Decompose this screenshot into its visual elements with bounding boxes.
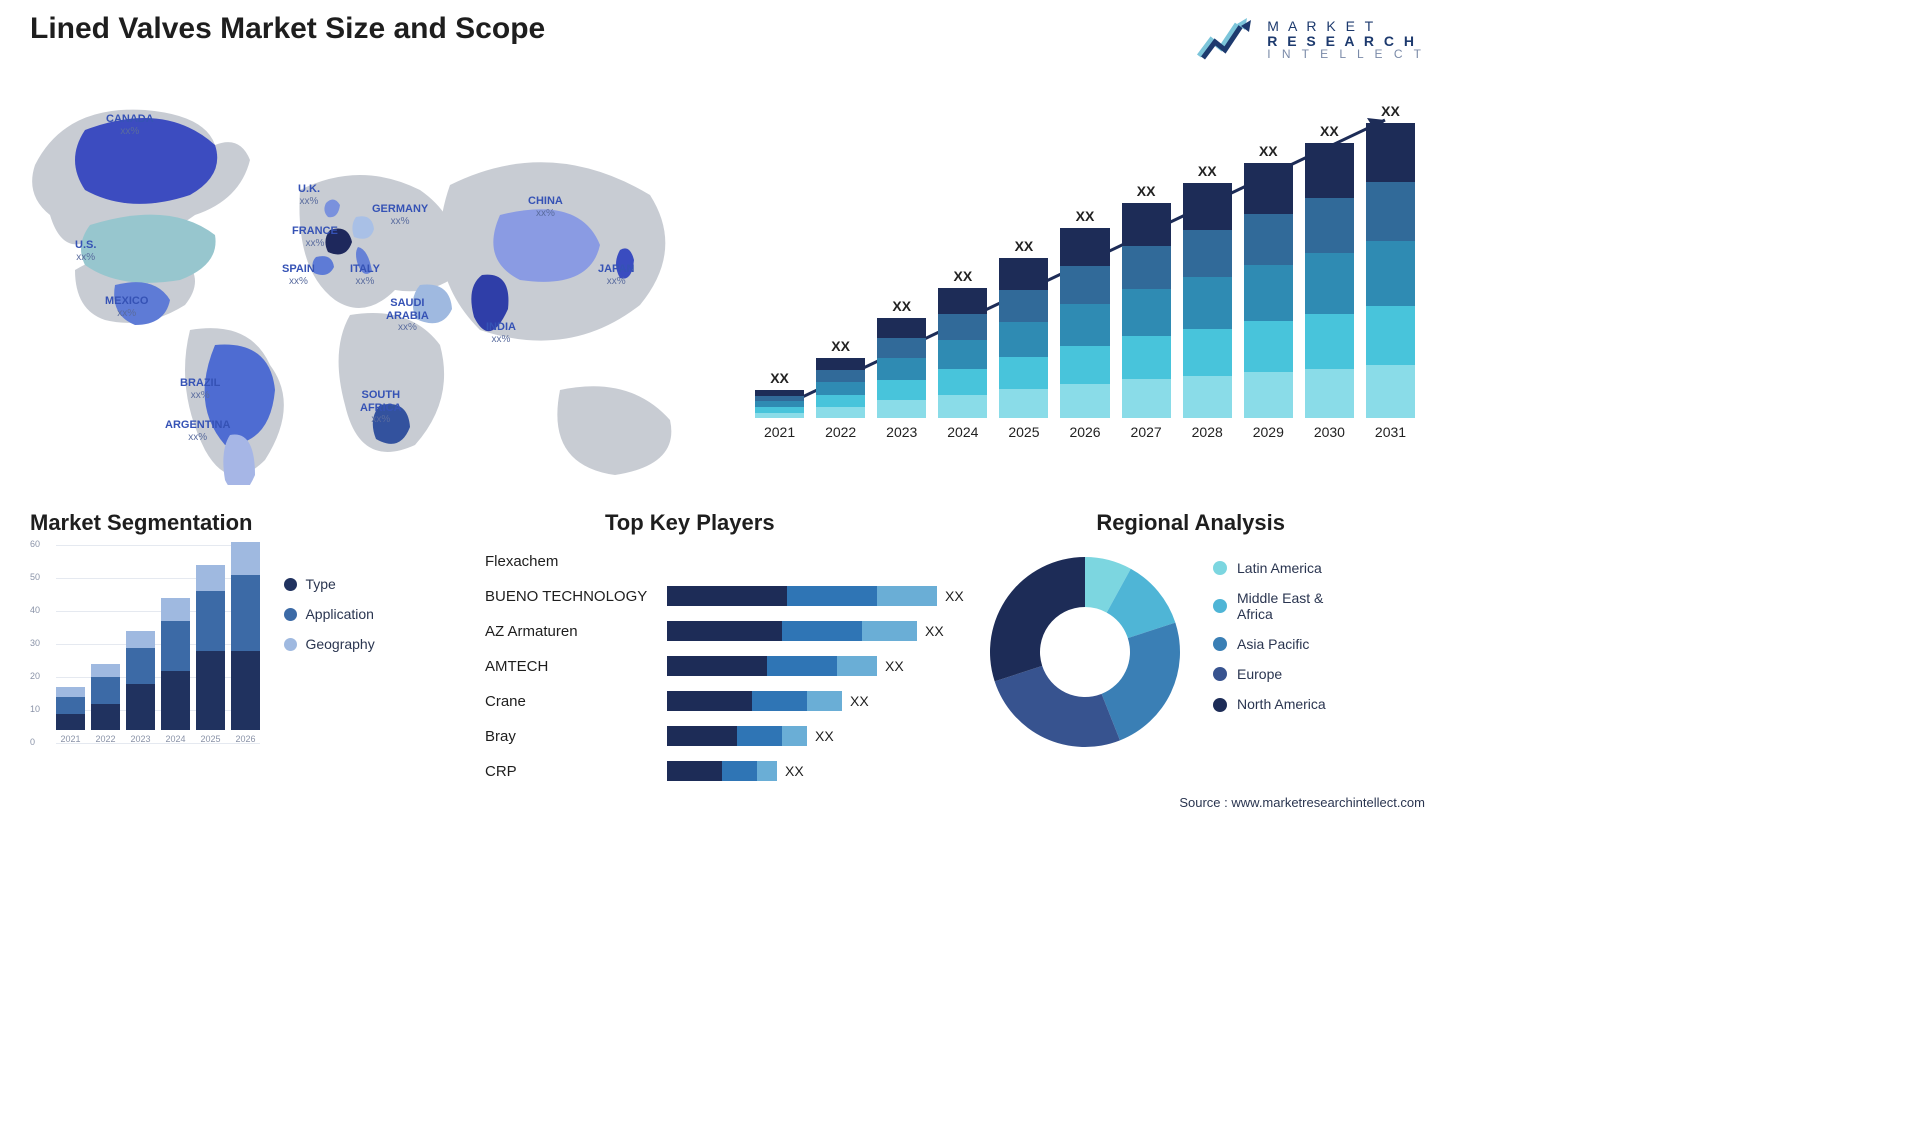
- seg-bar: 2021: [56, 687, 85, 744]
- player-row: AMTECH XX: [485, 651, 965, 681]
- player-value: XX: [850, 693, 869, 709]
- top-key-players-section: Top Key Players Flexachem BUENO TECHNOLOG…: [485, 510, 965, 791]
- seg-bar-year: 2024: [165, 734, 185, 744]
- big-bar-year: 2023: [886, 424, 917, 440]
- region-donut-chart: [985, 552, 1185, 757]
- seg-bar: 2025: [196, 565, 225, 744]
- player-value: XX: [885, 658, 904, 674]
- big-bar-value: XX: [1015, 238, 1034, 254]
- big-bar-year: 2029: [1253, 424, 1284, 440]
- donut-slice: [990, 557, 1085, 681]
- world-map-svg: [20, 75, 720, 485]
- big-bar-value: XX: [1320, 123, 1339, 139]
- big-bar: XX 2028: [1183, 163, 1232, 440]
- seg-bar-year: 2022: [95, 734, 115, 744]
- big-bar-year: 2025: [1008, 424, 1039, 440]
- big-bar: XX 2023: [877, 298, 926, 440]
- player-row: BUENO TECHNOLOGY XX: [485, 581, 965, 611]
- player-name: BUENO TECHNOLOGY: [485, 588, 655, 605]
- big-bar-year: 2024: [947, 424, 978, 440]
- player-value: XX: [785, 763, 804, 779]
- donut-slice: [995, 666, 1120, 747]
- big-bar: XX 2029: [1244, 143, 1293, 440]
- seg-bar-year: 2021: [60, 734, 80, 744]
- seg-legend-item: Type: [284, 576, 374, 592]
- segmentation-legend: Type Application Geography: [284, 576, 374, 666]
- seg-bar: 2026: [231, 542, 260, 744]
- big-bar-year: 2027: [1131, 424, 1162, 440]
- region-title: Regional Analysis: [1096, 510, 1285, 536]
- source-attribution: Source : www.marketresearchintellect.com: [1179, 795, 1425, 810]
- player-name: AMTECH: [485, 658, 655, 675]
- logo-mark-icon: [1197, 18, 1257, 62]
- big-bar: XX 2024: [938, 268, 987, 440]
- big-bar-value: XX: [1259, 143, 1278, 159]
- seg-bar-year: 2025: [200, 734, 220, 744]
- big-bar: XX 2026: [1060, 208, 1109, 440]
- big-bar-value: XX: [892, 298, 911, 314]
- seg-legend-item: Application: [284, 606, 374, 622]
- big-bar-value: XX: [1381, 103, 1400, 119]
- segmentation-title: Market Segmentation: [30, 510, 450, 536]
- big-bar: XX 2021: [755, 370, 804, 440]
- seg-bar: 2023: [126, 631, 155, 744]
- logo-line1: M A R K E T: [1267, 19, 1425, 34]
- players-title: Top Key Players: [605, 510, 965, 536]
- player-name: AZ Armaturen: [485, 623, 655, 640]
- player-row: AZ Armaturen XX: [485, 616, 965, 646]
- market-segmentation-section: Market Segmentation 0102030405060 202120…: [30, 510, 450, 766]
- big-bar: XX 2025: [999, 238, 1048, 440]
- big-bar-year: 2021: [764, 424, 795, 440]
- big-bar: XX 2022: [816, 338, 865, 440]
- big-bar-value: XX: [953, 268, 972, 284]
- big-bar-value: XX: [1137, 183, 1156, 199]
- player-name: Crane: [485, 693, 655, 710]
- region-legend-item: North America: [1213, 696, 1326, 712]
- region-legend: Latin America Middle East &Africa Asia Pac…: [1213, 560, 1326, 727]
- market-size-bar-chart: XX 2021 XX 2022 XX 2023 XX 2024 XX 2025 XX 2026 XX 20…: [755, 90, 1415, 470]
- player-row: Crane XX: [485, 686, 965, 716]
- world-map: CANADAxx%U.S.xx%MEXICOxx%BRAZILxx%ARGENT…: [20, 75, 720, 485]
- big-bar: XX 2030: [1305, 123, 1354, 440]
- logo: M A R K E T R E S E A R C H I N T E L L …: [1197, 18, 1425, 62]
- player-row: Bray XX: [485, 721, 965, 751]
- big-bar-year: 2026: [1069, 424, 1100, 440]
- player-value: XX: [815, 728, 834, 744]
- big-bar-value: XX: [1076, 208, 1095, 224]
- player-row: CRP XX: [485, 756, 965, 786]
- player-row: Flexachem: [485, 546, 965, 576]
- big-bar-year: 2022: [825, 424, 856, 440]
- logo-line3: I N T E L L E C T: [1267, 48, 1425, 61]
- big-bar-value: XX: [1198, 163, 1217, 179]
- seg-legend-item: Geography: [284, 636, 374, 652]
- player-name: CRP: [485, 763, 655, 780]
- player-value: XX: [925, 623, 944, 639]
- regional-analysis-section: Regional Analysis Latin America Middle Ea…: [985, 510, 1415, 757]
- seg-bar: 2024: [161, 598, 190, 744]
- big-bar: XX 2031: [1366, 103, 1415, 440]
- big-bar-year: 2031: [1375, 424, 1406, 440]
- big-bar-year: 2028: [1192, 424, 1223, 440]
- region-legend-item: Europe: [1213, 666, 1326, 682]
- logo-line2: R E S E A R C H: [1267, 34, 1425, 49]
- big-bar-value: XX: [770, 370, 789, 386]
- player-name: Bray: [485, 728, 655, 745]
- big-bar-year: 2030: [1314, 424, 1345, 440]
- player-value: XX: [945, 588, 964, 604]
- player-name: Flexachem: [485, 553, 655, 570]
- region-legend-item: Latin America: [1213, 560, 1326, 576]
- region-legend-item: Middle East &Africa: [1213, 590, 1326, 622]
- big-bar-value: XX: [831, 338, 850, 354]
- segmentation-bar-chart: 0102030405060 202120222023202420252026: [30, 546, 260, 766]
- big-bar: XX 2027: [1122, 183, 1171, 440]
- page-title: Lined Valves Market Size and Scope: [30, 12, 545, 46]
- donut-slice: [1102, 623, 1180, 741]
- seg-bar: 2022: [91, 664, 120, 744]
- seg-bar-year: 2023: [130, 734, 150, 744]
- region-legend-item: Asia Pacific: [1213, 636, 1326, 652]
- seg-bar-year: 2026: [235, 734, 255, 744]
